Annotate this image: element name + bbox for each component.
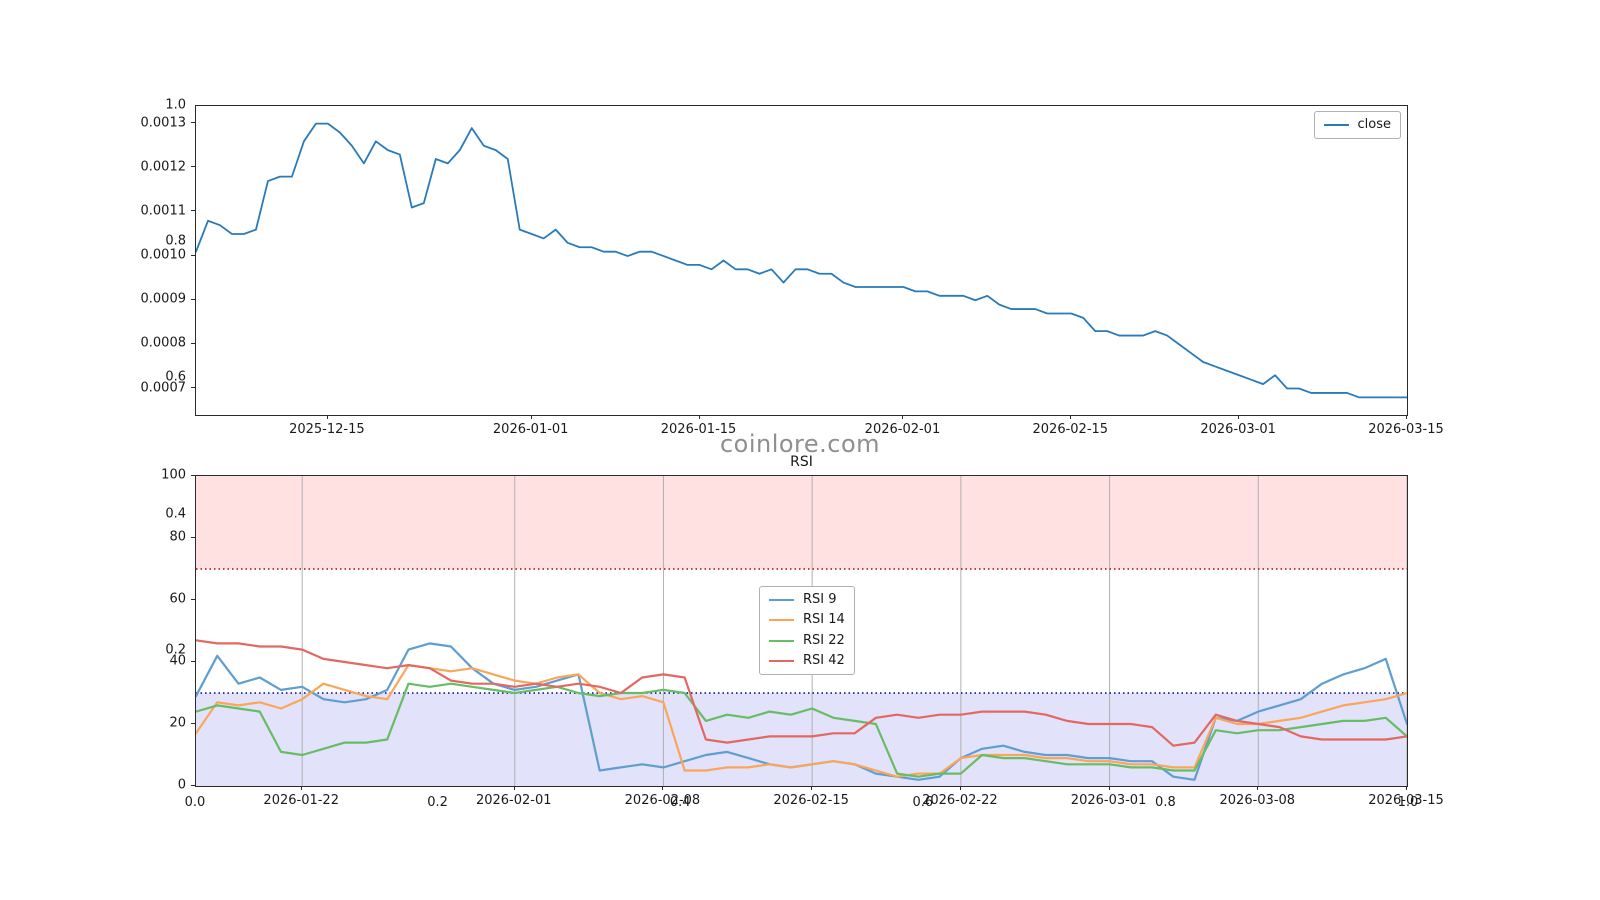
- legend-entry: RSI 22: [769, 633, 845, 649]
- rsi-chart-y-tick-label: 20: [169, 715, 186, 731]
- y-tick-mark: [191, 298, 195, 300]
- y-tick-mark: [191, 122, 195, 124]
- rsi-chart-title: RSI: [790, 454, 813, 470]
- figure-axis-x-tick-label: 0.0: [184, 795, 206, 810]
- rsi-chart-plot: RSI 9 RSI 14 RSI 22 RSI 42: [195, 475, 1408, 787]
- y-tick-mark: [191, 387, 195, 388]
- x-tick-mark: [902, 415, 904, 419]
- price-chart-y-tick-label: 0.0012: [140, 159, 187, 175]
- legend-entry: RSI 14: [769, 612, 845, 628]
- watermark-text: coinlore.com: [719, 430, 881, 458]
- price-chart-y-tick-label: 0.0009: [140, 291, 187, 307]
- price-chart-canvas: [196, 122, 1407, 399]
- rsi-chart-y-tick-label: 0: [177, 777, 186, 793]
- x-tick-mark: [1406, 786, 1407, 790]
- legend-label: RSI 22: [803, 632, 845, 648]
- rsi-chart-x-tick-label: 2026-02-15: [773, 793, 849, 808]
- figure-axis-y-tick-label: 0.4: [165, 506, 186, 522]
- y-tick-mark: [191, 166, 195, 168]
- price-chart-x-tick-label: 2026-02-15: [1032, 422, 1109, 437]
- x-tick-mark: [1406, 415, 1407, 419]
- y-tick-mark: [191, 722, 195, 724]
- legend-line-sample: [769, 659, 794, 662]
- price-chart-x-tick-label: 2025-12-15: [289, 422, 365, 437]
- rsi-chart-y-tick-label: 100: [161, 467, 186, 483]
- rsi-chart-y-tick-label: 40: [169, 653, 186, 669]
- x-tick-mark: [811, 786, 813, 790]
- legend-label: close: [1357, 117, 1391, 132]
- legend-entry: RSI 42: [769, 653, 845, 669]
- figure-axis-y-tick-label: 0.8: [165, 233, 186, 249]
- figure-axis-x-tick-label: 0.6: [912, 795, 934, 810]
- figure-axis-y-tick-label: 1.0: [165, 97, 186, 113]
- price-chart-x-tick-label: 2026-01-15: [660, 422, 737, 437]
- price-chart-plot: close: [195, 105, 1408, 416]
- series-close: [196, 122, 1407, 399]
- y-tick-mark: [191, 474, 195, 476]
- y-tick-mark: [191, 660, 195, 662]
- legend-label: RSI 42: [803, 652, 845, 668]
- oversold-zone: [196, 693, 1407, 786]
- price-chart-legend: close: [1313, 111, 1401, 140]
- legend-line-sample: [769, 619, 794, 622]
- y-tick-mark: [191, 598, 195, 600]
- figure-axis-x-tick-label: 0.2: [427, 795, 448, 810]
- x-tick-mark: [698, 415, 700, 419]
- figure-axis-y-tick-label: 0.2: [165, 642, 186, 658]
- x-tick-mark: [1257, 786, 1259, 790]
- legend-label: RSI 9: [803, 592, 837, 607]
- rsi-chart-y-tick-label: 60: [169, 591, 186, 607]
- price-chart-y-tick-label: 0.0011: [140, 203, 187, 219]
- price-chart-y-tick-label: 0.0013: [140, 115, 187, 131]
- rsi-chart-x-tick-label: 2026-02-01: [475, 793, 552, 808]
- legend-line-sample: [1323, 124, 1349, 127]
- price-chart-y-tick-label: 0.0010: [140, 247, 187, 263]
- rsi-chart-legend: RSI 9 RSI 14 RSI 22 RSI 42: [759, 586, 855, 675]
- price-chart-y-tick-label: 0.0007: [140, 380, 187, 395]
- y-tick-mark: [191, 536, 195, 538]
- y-tick-mark: [191, 210, 195, 212]
- x-tick-mark: [1238, 415, 1240, 419]
- price-chart-x-tick-label: 2026-01-01: [492, 422, 569, 437]
- legend-entry: RSI 9: [769, 592, 845, 608]
- price-chart-x-tick-label: 2026-03-01: [1200, 422, 1276, 437]
- price-chart-x-tick-label: 2026-03-15: [1368, 422, 1444, 437]
- y-tick-mark: [191, 254, 195, 256]
- x-tick-mark: [530, 415, 532, 419]
- figure-axis-x-tick-label: 0.4: [669, 795, 691, 810]
- rsi-chart-x-tick-label: 2026-03-15: [1368, 793, 1444, 808]
- series-rsi-14: [196, 664, 1407, 778]
- x-tick-mark: [1108, 786, 1110, 790]
- rsi-chart-x-tick-label: 2026-03-01: [1070, 793, 1147, 808]
- y-tick-mark: [191, 342, 195, 344]
- rsi-chart-canvas: [196, 476, 1407, 786]
- rsi-chart-x-tick-label: 2026-03-08: [1219, 793, 1296, 808]
- y-tick-mark: [191, 784, 195, 786]
- x-tick-mark: [513, 786, 515, 790]
- legend-line-sample: [769, 599, 794, 602]
- overbought-zone: [196, 476, 1407, 569]
- x-tick-mark: [326, 415, 328, 419]
- x-tick-mark: [662, 786, 664, 790]
- x-tick-mark: [1070, 415, 1072, 419]
- price-chart-y-tick-label: 0.0008: [140, 335, 187, 351]
- legend-label: RSI 14: [803, 612, 845, 628]
- legend-entry: close: [1323, 117, 1391, 133]
- x-tick-mark: [301, 786, 303, 790]
- rsi-chart-x-tick-label: 2026-02-08: [624, 793, 701, 808]
- series-rsi-42: [196, 639, 1407, 747]
- series-rsi-22: [196, 682, 1407, 778]
- legend-line-sample: [769, 639, 794, 642]
- rsi-chart-y-tick-label: 80: [169, 529, 186, 545]
- x-tick-mark: [959, 786, 961, 790]
- figure-axis-y-tick-label: 0.6: [165, 369, 186, 385]
- rsi-chart-x-tick-label: 2026-02-22: [922, 793, 998, 808]
- figure-axis-x-tick-label: 0.8: [1155, 795, 1176, 810]
- price-chart-x-tick-label: 2026-02-01: [864, 422, 941, 437]
- rsi-chart-x-tick-label: 2026-01-22: [263, 793, 339, 808]
- figure-axis-x-tick-label: 1.0: [1397, 795, 1419, 810]
